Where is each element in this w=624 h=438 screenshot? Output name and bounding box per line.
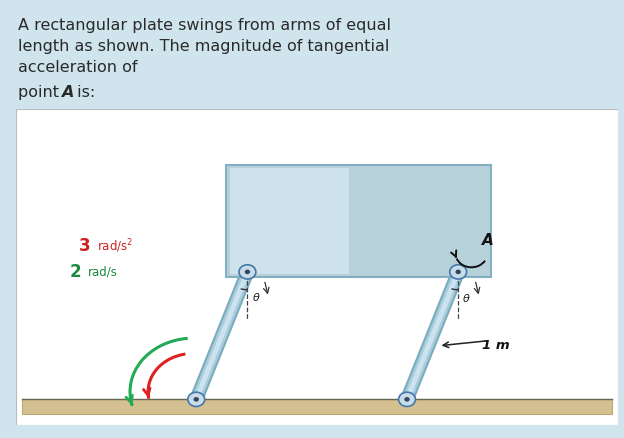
Text: 1 m: 1 m <box>482 339 510 352</box>
Circle shape <box>193 397 199 402</box>
Bar <box>230 169 349 274</box>
Text: A: A <box>482 232 494 247</box>
Circle shape <box>188 392 205 406</box>
Text: 2: 2 <box>70 262 81 280</box>
Text: point: point <box>18 85 64 100</box>
Text: $\theta$: $\theta$ <box>252 290 261 302</box>
Circle shape <box>450 265 467 279</box>
Bar <box>227 166 491 277</box>
Circle shape <box>239 265 256 279</box>
Text: A rectangular plate swings from arms of equal: A rectangular plate swings from arms of … <box>18 18 391 33</box>
Text: 3: 3 <box>79 237 90 255</box>
Text: $\theta$: $\theta$ <box>462 292 470 304</box>
Circle shape <box>456 270 461 275</box>
Text: length as shown. The magnitude of tangential: length as shown. The magnitude of tangen… <box>18 39 389 54</box>
Text: rad/s$^2$: rad/s$^2$ <box>97 237 133 254</box>
Text: is:: is: <box>72 85 95 100</box>
Circle shape <box>399 392 416 406</box>
Bar <box>22 399 612 413</box>
Circle shape <box>245 270 250 275</box>
Text: A: A <box>61 85 74 100</box>
Circle shape <box>404 397 410 402</box>
Text: rad/s: rad/s <box>88 265 118 278</box>
Text: acceleration of: acceleration of <box>18 60 137 75</box>
